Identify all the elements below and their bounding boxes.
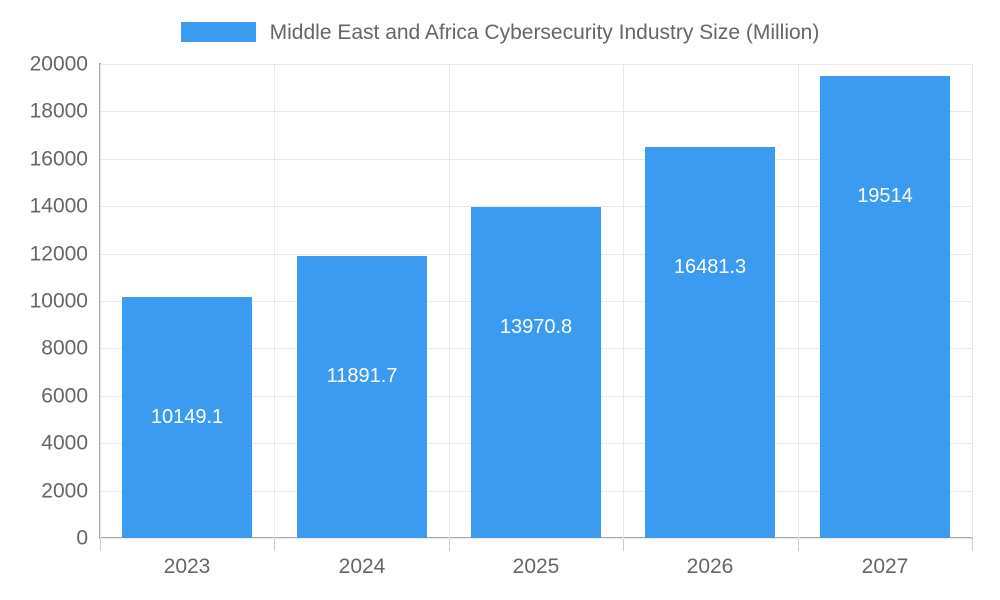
- x-axis-tick: [623, 539, 624, 551]
- gridline-horizontal: [100, 538, 972, 539]
- x-axis-tick: [972, 539, 973, 551]
- x-tick-label-2024: 2024: [338, 555, 386, 578]
- bar-value-label: 16481.3: [673, 256, 747, 278]
- gridline-vertical: [449, 64, 450, 538]
- bar-value-label: 13970.8: [499, 316, 573, 338]
- x-tick-label-2025: 2025: [512, 555, 560, 578]
- gridline-horizontal: [100, 64, 972, 65]
- y-tick-label: 20000: [29, 52, 88, 76]
- y-tick-label: 2000: [41, 479, 88, 503]
- y-tick-label: 0: [76, 526, 88, 550]
- bar-2027[interactable]: [820, 76, 950, 538]
- x-tick-label-2026: 2026: [686, 555, 734, 578]
- bar-2026[interactable]: [645, 147, 775, 538]
- bar-value-label: 11891.7: [326, 365, 398, 387]
- gridline-vertical: [623, 64, 624, 538]
- legend-item[interactable]: Middle East and Africa Cybersecurity Ind…: [180, 20, 820, 44]
- y-tick-label: 10000: [29, 289, 88, 313]
- y-tick-label: 12000: [29, 242, 88, 266]
- y-tick-label: 4000: [41, 431, 88, 455]
- legend-swatch-icon: [180, 22, 256, 42]
- plot-area: 10149.1 11891.7 13970.8 16481.3 19514: [100, 64, 973, 539]
- y-tick-label: 14000: [29, 194, 88, 218]
- chart-legend: Middle East and Africa Cybersecurity Ind…: [0, 14, 1000, 50]
- gridline-horizontal: [100, 159, 972, 160]
- x-axis-tick: [798, 539, 799, 551]
- gridline-horizontal: [100, 206, 972, 207]
- x-tick-label-2023: 2023: [163, 555, 211, 578]
- y-tick-label: 8000: [41, 336, 88, 360]
- x-tick-label-2027: 2027: [861, 555, 909, 578]
- legend-item-label: Middle East and Africa Cybersecurity Ind…: [269, 20, 820, 44]
- gridline-vertical: [798, 64, 799, 538]
- x-axis-tick: [449, 539, 450, 551]
- gridline-vertical: [100, 64, 101, 538]
- gridline-vertical: [274, 64, 275, 538]
- bar-2025[interactable]: [471, 207, 601, 538]
- y-tick-label: 16000: [29, 147, 88, 171]
- bar-2024[interactable]: [297, 256, 427, 538]
- bar-2023[interactable]: [122, 297, 252, 538]
- gridline-vertical: [972, 64, 973, 538]
- bar-value-label: 10149.1: [150, 406, 224, 428]
- x-axis-tick: [100, 539, 101, 551]
- y-tick-label: 6000: [41, 384, 88, 408]
- x-axis-tick: [274, 539, 275, 551]
- gridline-horizontal: [100, 111, 972, 112]
- y-tick-label: 18000: [29, 99, 88, 123]
- bar-value-label: 19514: [857, 185, 913, 207]
